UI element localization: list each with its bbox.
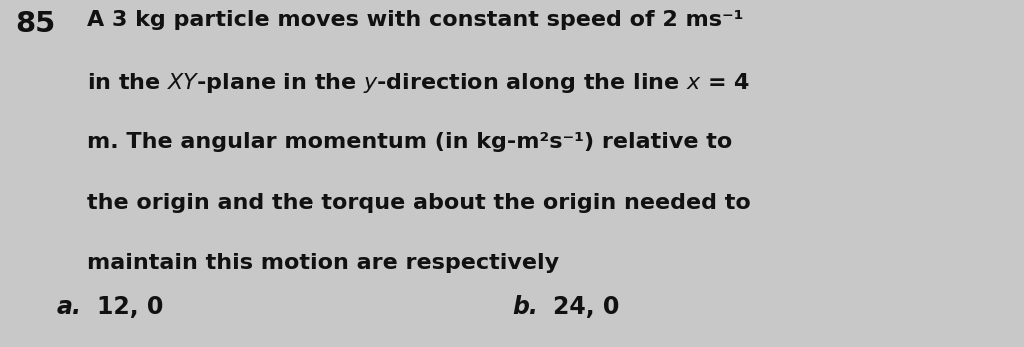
Text: the origin and the torque about the origin needed to: the origin and the torque about the orig… xyxy=(87,193,751,213)
Text: 85: 85 xyxy=(15,10,55,39)
Text: b.: b. xyxy=(512,295,538,319)
Text: in the $\it{XY}$-plane in the $\it{y}$-direction along the line $\it{x}$ = 4: in the $\it{XY}$-plane in the $\it{y}$-d… xyxy=(87,71,751,95)
Text: maintain this motion are respectively: maintain this motion are respectively xyxy=(87,253,559,273)
Text: a.: a. xyxy=(56,295,81,319)
Text: 24, 0: 24, 0 xyxy=(553,295,620,319)
Text: 12, 0: 12, 0 xyxy=(97,295,164,319)
Text: A 3 kg particle moves with constant speed of 2 ms⁻¹: A 3 kg particle moves with constant spee… xyxy=(87,10,743,31)
Text: m. The angular momentum (in kg-m²s⁻¹) relative to: m. The angular momentum (in kg-m²s⁻¹) re… xyxy=(87,132,732,152)
